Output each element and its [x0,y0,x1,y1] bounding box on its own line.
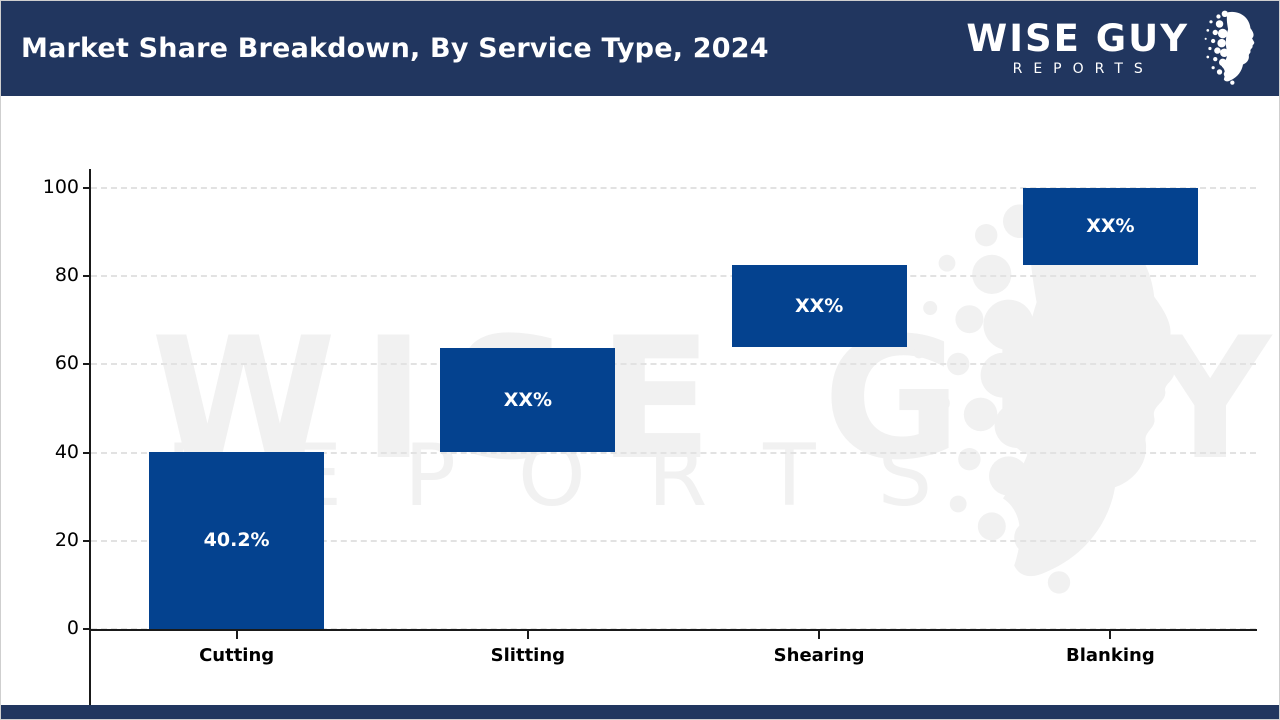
bar-value-label-cutting: 40.2% [203,529,270,552]
gridline-y-100 [91,187,1256,189]
y-tick-label-80: 80 [54,264,79,287]
x-tick-label-shearing: Shearing [773,645,865,666]
y-tick-label-20: 20 [54,528,79,551]
chart-area: WISE GUY REPORTS 0 20 40 60 80 100 40.2% Cuttin… [1,96,1279,707]
gridline-y-40 [91,451,1256,454]
gridline-y-60 [91,363,1256,366]
y-tickmark-100 [83,187,91,189]
bar-blanking: XX% [1022,188,1198,265]
y-tickmark-20 [83,539,91,542]
bar-value-label-shearing: XX% [794,294,844,317]
header-bar: Market Share Breakdown, By Service Type,… [1,1,1279,96]
page-title: Market Share Breakdown, By Service Type,… [21,33,769,64]
y-tick-label-40: 40 [54,440,79,463]
x-tickmark-shearing [818,631,821,639]
bar-cutting: 40.2% [149,451,325,629]
y-axis-line [89,169,91,706]
logo-wordmark: WISE GUY [966,17,1189,60]
y-tickmark-80 [83,275,91,278]
y-tickmark-40 [83,451,91,454]
dotted-head-icon [1204,10,1255,85]
y-tick-label-60: 60 [54,352,79,375]
wise-guy-reports-logo: WISE GUY REPORTS [966,9,1263,89]
x-tick-label-cutting: Cutting [199,645,275,666]
x-tickmark-blanking [1109,631,1112,639]
x-tick-label-blanking: Blanking [1066,645,1155,666]
x-tickmark-slitting [526,631,529,639]
y-tickmark-0 [83,628,91,630]
gridline-y-80 [91,275,1256,278]
bar-shearing: XX% [731,264,907,347]
x-tickmark-cutting [235,631,238,639]
x-axis-line [89,629,1257,631]
logo-subtitle: REPORTS [1012,61,1154,77]
bar-value-label-slitting: XX% [503,388,553,411]
y-tick-label-0: 0 [66,617,79,639]
footer-bar [1,705,1279,719]
bar-value-label-blanking: XX% [1086,215,1135,238]
y-tick-label-100: 100 [42,176,79,198]
y-tickmark-60 [83,363,91,366]
x-tick-label-slitting: Slitting [490,645,566,666]
bar-slitting: XX% [440,347,616,452]
gridline-y-20 [91,539,1256,542]
logo-text: WISE GUY REPORTS [966,20,1189,77]
